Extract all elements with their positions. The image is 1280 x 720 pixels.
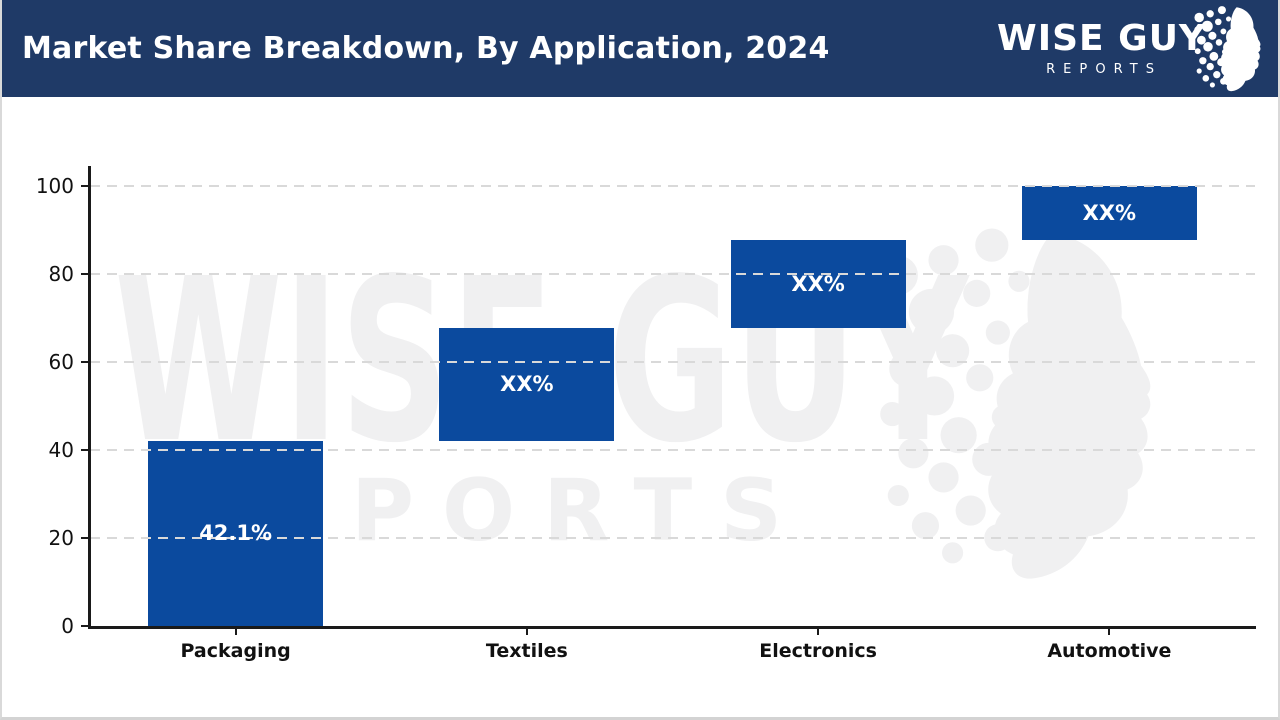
x-tick-label-automotive: Automotive (1047, 640, 1172, 662)
page-title: Market Share Breakdown, By Application, … (22, 31, 830, 66)
x-tick-electronics (817, 626, 820, 635)
bar-textiles (439, 327, 615, 441)
gridline-80 (90, 272, 1255, 275)
bar-value-label-textiles: XX% (500, 372, 554, 397)
bar-automotive (1021, 185, 1197, 241)
y-tick-100 (81, 184, 90, 187)
bar-value-label-automotive: XX% (1082, 201, 1137, 226)
x-axis-line (88, 626, 1256, 629)
brand-name: WISE GUY (996, 17, 1206, 59)
gridline-40 (90, 448, 1255, 451)
x-tick-label-textiles: Textiles (485, 640, 568, 662)
y-tick-40 (81, 448, 90, 451)
brand-logo: WISE GUY REPORTS (997, 0, 1268, 97)
y-tick-label-60: 60 (48, 349, 74, 374)
y-tick-label-80: 80 (48, 261, 74, 286)
x-tick-textiles (525, 626, 528, 635)
x-tick-automotive (1108, 626, 1111, 635)
bar-value-label-packaging: 42.1% (199, 521, 273, 546)
brand-logo-text: WISE GUY REPORTS (996, 17, 1206, 77)
y-axis-line (88, 166, 91, 629)
y-tick-80 (81, 272, 90, 275)
y-tick-60 (81, 360, 90, 363)
x-tick-label-electronics: Electronics (759, 640, 877, 662)
gridline-60 (90, 360, 1255, 363)
y-tick-label-0: 0 (61, 614, 74, 638)
brand-face-icon (1192, 5, 1268, 93)
y-tick-label-100: 100 (35, 173, 74, 198)
bar-value-label-electronics: XX% (791, 271, 845, 296)
gridline-20 (90, 536, 1255, 539)
y-tick-0 (81, 625, 90, 627)
bar-electronics (730, 240, 906, 328)
brand-subname: REPORTS (1046, 61, 1163, 77)
header: Market Share Breakdown, By Application, … (2, 0, 1278, 97)
x-tick-label-packaging: Packaging (180, 640, 291, 662)
y-tick-label-40: 40 (48, 437, 74, 462)
y-tick-label-20: 20 (48, 525, 74, 550)
x-tick-packaging (234, 626, 237, 635)
gridline-100 (90, 184, 1255, 187)
bar-packaging (148, 440, 324, 626)
y-tick-20 (81, 536, 90, 539)
